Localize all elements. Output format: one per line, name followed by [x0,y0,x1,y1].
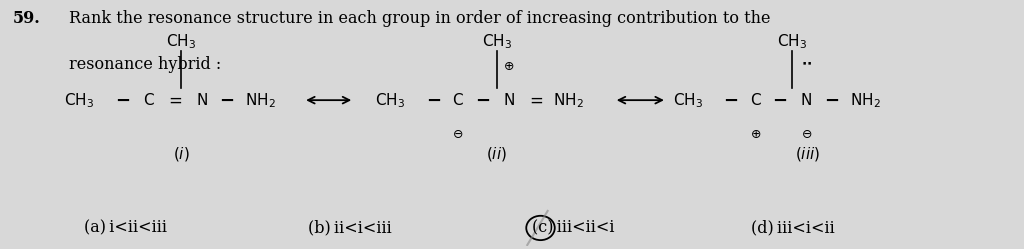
Text: $\mathrm{CH_3}$: $\mathrm{CH_3}$ [375,91,404,110]
Text: resonance hybrid :: resonance hybrid : [69,56,221,73]
Text: $\oplus$: $\oplus$ [504,60,515,72]
Text: (c) iii<ii<i: (c) iii<ii<i [532,219,614,237]
Text: $=$: $=$ [165,92,182,109]
Text: $\mathrm{NH_2}$: $\mathrm{NH_2}$ [553,91,584,110]
Text: $\mathrm{C}$: $\mathrm{C}$ [750,92,761,108]
Text: $\mathbf{-}$: $\mathbf{-}$ [426,91,441,109]
Text: 59.: 59. [13,10,41,27]
Text: $\mathbf{-}$: $\mathbf{-}$ [475,91,490,109]
Text: Rank the resonance structure in each group in order of increasing contribution t: Rank the resonance structure in each gro… [69,10,770,27]
Text: $\mathrm{NH_2}$: $\mathrm{NH_2}$ [850,91,881,110]
Text: $\oplus$: $\oplus$ [750,128,761,141]
Text: $\mathbf{\cdot\!\cdot}$: $\mathbf{\cdot\!\cdot}$ [801,56,812,69]
Text: $(i)$: $(i)$ [173,145,189,163]
Text: $\mathbf{-}$: $\mathbf{-}$ [116,91,130,109]
Text: $\mathbf{-}$: $\mathbf{-}$ [219,91,234,109]
Text: $\mathrm{CH_3}$: $\mathrm{CH_3}$ [481,32,512,51]
Text: $\mathrm{CH_3}$: $\mathrm{CH_3}$ [65,91,94,110]
Text: $\mathrm{C}$: $\mathrm{C}$ [142,92,155,108]
Text: $\mathrm{N}$: $\mathrm{N}$ [197,92,208,108]
Text: (b) ii<i<iii: (b) ii<i<iii [308,219,392,237]
Text: $\mathrm{CH_3}$: $\mathrm{CH_3}$ [777,32,807,51]
Text: $\mathbf{-}$: $\mathbf{-}$ [723,91,738,109]
Text: $\mathrm{CH_3}$: $\mathrm{CH_3}$ [166,32,196,51]
Text: $\mathrm{N}$: $\mathrm{N}$ [503,92,515,108]
Text: $\mathbf{-}$: $\mathbf{-}$ [824,91,840,109]
Text: $=$: $=$ [525,92,543,109]
Text: $\ominus$: $\ominus$ [453,128,464,141]
Text: $\mathrm{N}$: $\mathrm{N}$ [801,92,812,108]
Text: (a) i<ii<iii: (a) i<ii<iii [84,219,167,237]
Text: $(iii)$: $(iii)$ [795,145,820,163]
Text: $\ominus$: $\ominus$ [801,128,812,141]
Text: $(ii)$: $(ii)$ [486,145,507,163]
Text: (d) iii<i<ii: (d) iii<i<ii [752,219,836,237]
Text: $\mathbf{-}$: $\mathbf{-}$ [772,91,787,109]
Text: $\mathrm{C}$: $\mathrm{C}$ [453,92,464,108]
Text: $\mathrm{CH_3}$: $\mathrm{CH_3}$ [673,91,703,110]
Text: $\mathrm{NH_2}$: $\mathrm{NH_2}$ [245,91,275,110]
